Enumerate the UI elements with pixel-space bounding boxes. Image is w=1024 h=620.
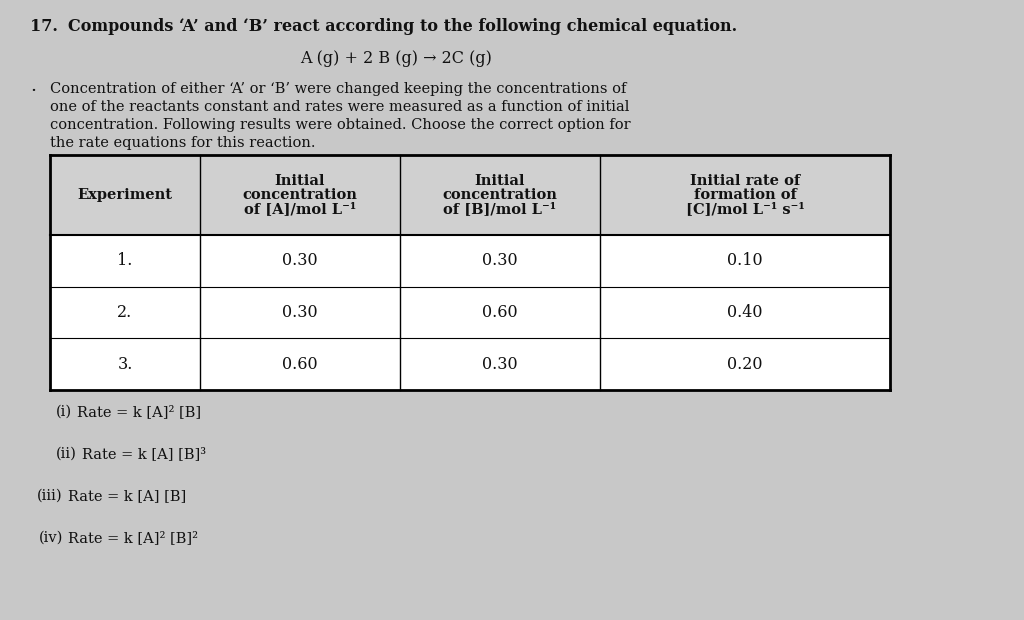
Text: one of the reactants constant and rates were measured as a function of initial: one of the reactants constant and rates …: [50, 100, 630, 114]
Text: (iv): (iv): [39, 531, 63, 545]
Text: 0.10: 0.10: [727, 252, 763, 269]
Text: formation of: formation of: [693, 188, 797, 202]
Text: the rate equations for this reaction.: the rate equations for this reaction.: [50, 136, 315, 150]
Text: (ii): (ii): [56, 447, 77, 461]
Text: of [B]/mol L⁻¹: of [B]/mol L⁻¹: [443, 202, 557, 216]
Text: 17.: 17.: [30, 18, 58, 35]
Text: Rate = k [A]² [B]²: Rate = k [A]² [B]²: [68, 531, 198, 545]
Text: A (g) + 2 B (g) → 2C (g): A (g) + 2 B (g) → 2C (g): [300, 50, 492, 67]
Text: Initial rate of: Initial rate of: [690, 174, 800, 188]
Text: 0.60: 0.60: [482, 304, 518, 321]
Bar: [50, 155, 890, 235]
Text: 0.20: 0.20: [727, 356, 763, 373]
Text: Concentration of either ‘A’ or ‘B’ were changed keeping the concentrations of: Concentration of either ‘A’ or ‘B’ were …: [50, 82, 627, 96]
Text: Compounds ‘A’ and ‘B’ react according to the following chemical equation.: Compounds ‘A’ and ‘B’ react according to…: [68, 18, 737, 35]
Text: 1.: 1.: [118, 252, 133, 269]
Text: 0.30: 0.30: [482, 252, 518, 269]
Text: Initial: Initial: [274, 174, 326, 188]
Text: 0.60: 0.60: [283, 356, 317, 373]
Bar: [50, 155, 890, 390]
Text: concentration. Following results were obtained. Choose the correct option for: concentration. Following results were ob…: [50, 118, 631, 132]
Text: Initial: Initial: [475, 174, 525, 188]
Text: of [A]/mol L⁻¹: of [A]/mol L⁻¹: [244, 202, 356, 216]
Text: Rate = k [A] [B]: Rate = k [A] [B]: [68, 489, 186, 503]
Text: 0.40: 0.40: [727, 304, 763, 321]
Text: ·: ·: [30, 82, 36, 100]
Text: 3.: 3.: [118, 356, 133, 373]
Text: concentration: concentration: [442, 188, 557, 202]
Text: (iii): (iii): [37, 489, 63, 503]
Text: 0.30: 0.30: [482, 356, 518, 373]
Text: 2.: 2.: [118, 304, 133, 321]
Text: [C]/mol L⁻¹ s⁻¹: [C]/mol L⁻¹ s⁻¹: [686, 202, 805, 216]
Text: concentration: concentration: [243, 188, 357, 202]
Text: (i): (i): [56, 405, 72, 419]
Text: Experiment: Experiment: [78, 188, 172, 202]
Text: 0.30: 0.30: [283, 252, 317, 269]
Text: 0.30: 0.30: [283, 304, 317, 321]
Text: Rate = k [A] [B]³: Rate = k [A] [B]³: [82, 447, 206, 461]
Text: Rate = k [A]² [B]: Rate = k [A]² [B]: [77, 405, 201, 419]
